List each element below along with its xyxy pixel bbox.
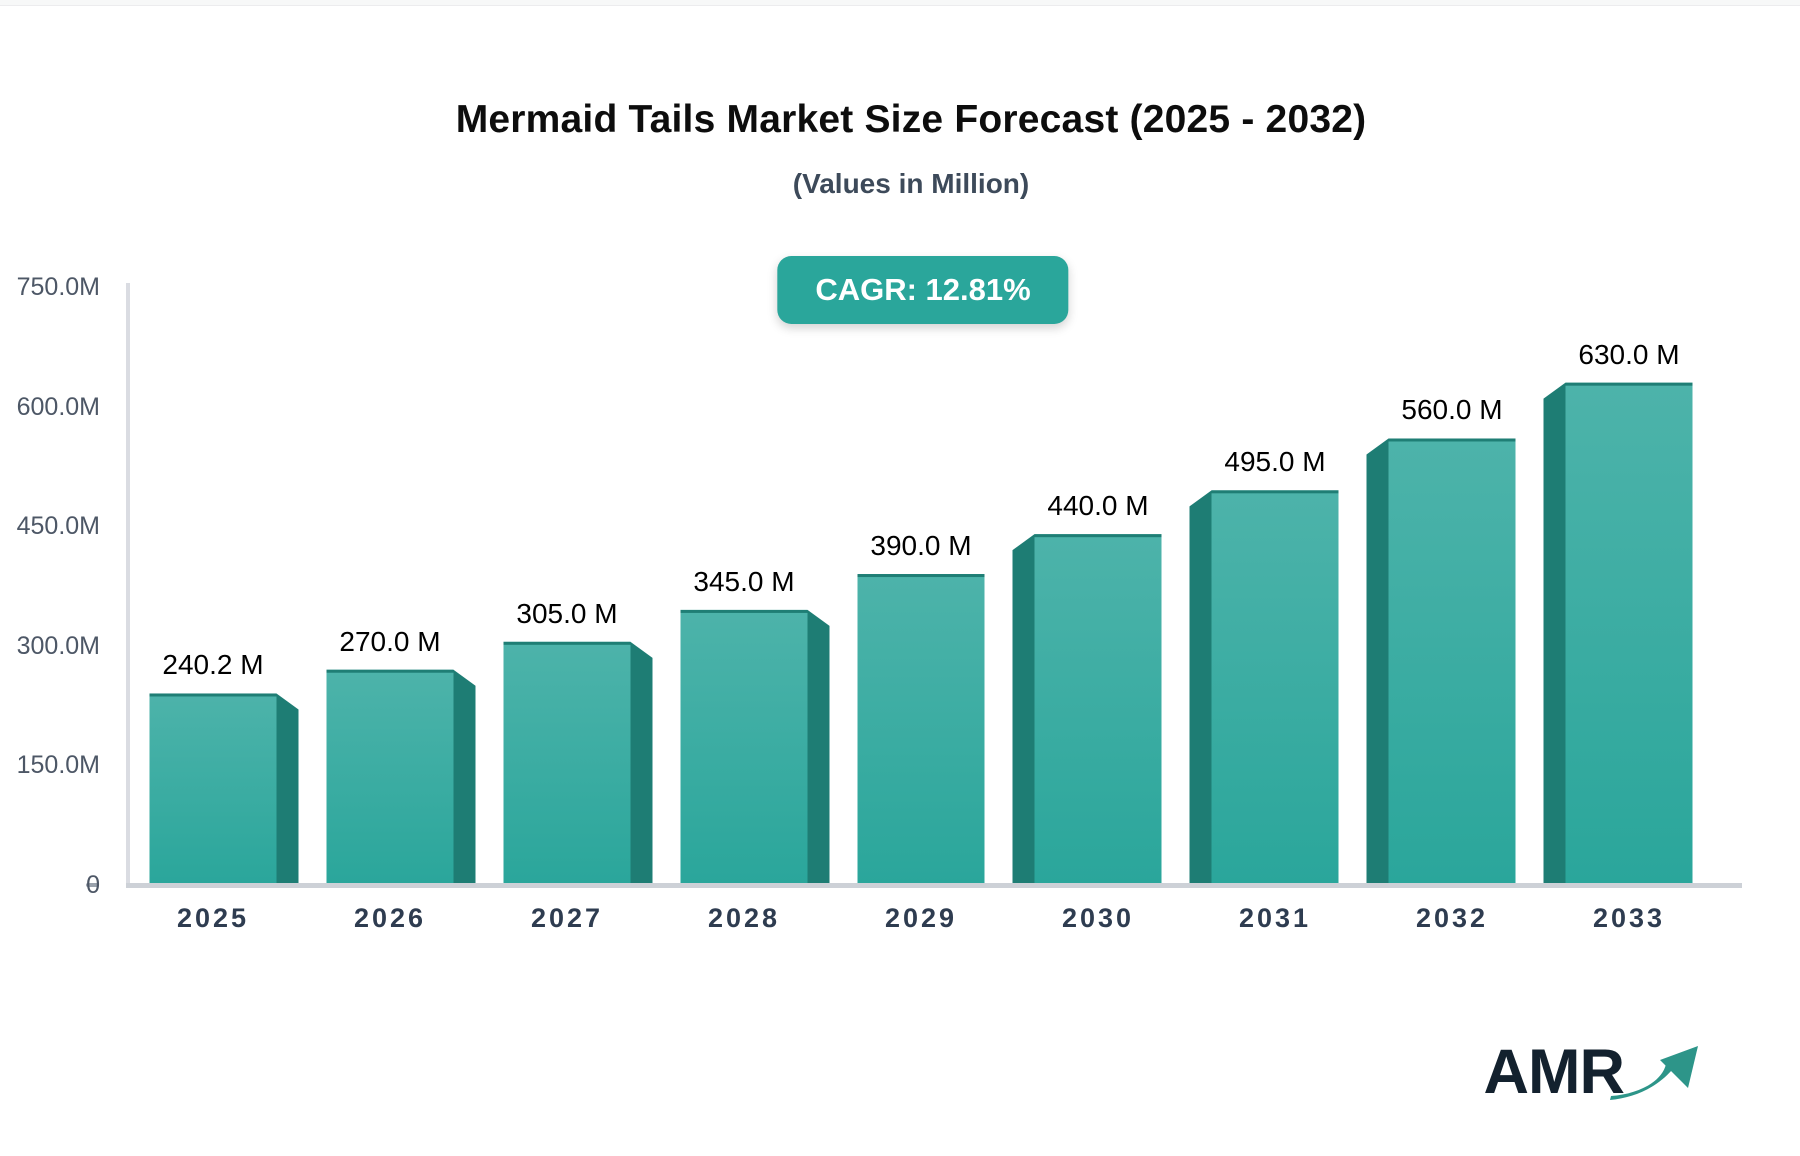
bar-side-face [1543, 382, 1566, 885]
bar-top-edge [1034, 534, 1162, 538]
bar-value-label: 305.0 M [516, 597, 618, 629]
bar [857, 574, 985, 885]
y-tick-label: 0 [86, 871, 100, 899]
cagr-badge: CAGR: 12.81% [777, 256, 1069, 324]
x-tick-label: 2029 [884, 903, 958, 933]
y-tick-label: 300.0M [16, 631, 100, 660]
bar [1565, 382, 1693, 885]
window-top-strip [0, 0, 1800, 6]
chart-subtitle: (Values in Million) [792, 168, 1030, 199]
bar [680, 609, 808, 885]
bar-value-label: 440.0 M [1047, 490, 1149, 522]
bar-value-label: 630.0 M [1578, 338, 1680, 370]
bar [326, 669, 454, 885]
bar-top-edge [1565, 382, 1693, 386]
bar-side-face [1012, 534, 1035, 885]
logo-growth-arrow-icon [1610, 1046, 1698, 1100]
x-axis-baseline [126, 883, 1742, 888]
x-tick-label: 2028 [707, 903, 781, 933]
x-tick-label: 2033 [1592, 903, 1666, 933]
bar [1211, 490, 1339, 885]
bar-value-label: 270.0 M [339, 625, 441, 657]
x-tick-label: 2031 [1238, 903, 1312, 933]
y-axis-line [126, 283, 130, 886]
bar-value-label: 390.0 M [870, 530, 972, 562]
brand-logo: AMR [1483, 1037, 1704, 1107]
bar [1388, 438, 1516, 885]
bar-side-face [1189, 490, 1212, 885]
bar-side-face [276, 693, 299, 885]
bar [1034, 534, 1162, 885]
y-tick-label: 150.0M [16, 751, 100, 780]
bar-top-edge [326, 669, 454, 673]
bar-side-face [1366, 438, 1389, 885]
bar-top-edge [680, 609, 808, 613]
bar-value-label: 560.0 M [1401, 394, 1503, 426]
bar-top-edge [1388, 438, 1516, 442]
x-tick-label: 2025 [176, 903, 250, 933]
bar-top-edge [1211, 490, 1339, 494]
bar-top-edge [149, 693, 277, 697]
zero-tick-mark [86, 883, 99, 887]
bar-side-face [807, 609, 830, 885]
bar-value-label: 240.2 M [162, 649, 264, 681]
x-tick-label: 2032 [1415, 903, 1489, 933]
x-tick-label: 2030 [1061, 903, 1135, 933]
bar [503, 641, 631, 885]
logo-text: AMR [1483, 1037, 1625, 1107]
bar-side-face [630, 641, 653, 885]
x-tick-label: 2027 [530, 903, 604, 933]
bar-top-edge [503, 641, 631, 645]
chart-title: Mermaid Tails Market Size Forecast (2025… [455, 98, 1367, 141]
y-tick-label: 450.0M [16, 512, 100, 541]
bar-value-label: 495.0 M [1224, 446, 1326, 478]
bar [149, 693, 277, 885]
y-tick-label: 600.0M [16, 392, 100, 421]
bar-side-face [453, 669, 476, 885]
y-tick-label: 750.0M [16, 273, 100, 301]
x-tick-label: 2026 [353, 903, 427, 933]
bar-value-label: 345.0 M [693, 565, 795, 597]
bar-top-edge [857, 574, 985, 578]
